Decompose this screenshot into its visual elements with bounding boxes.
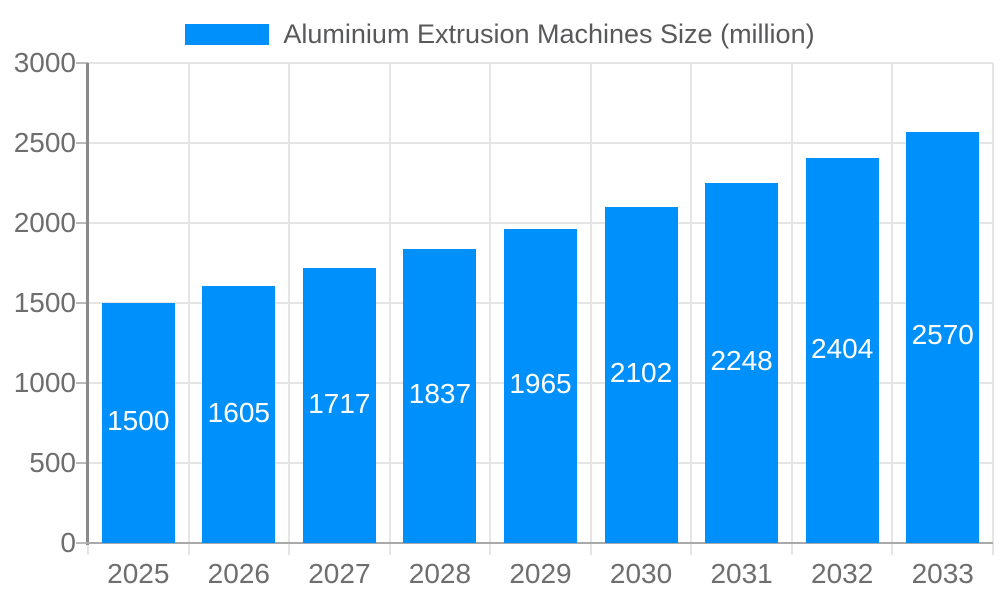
bar-value-label-2030: 2102 xyxy=(609,356,673,388)
gridline-v-4 xyxy=(489,63,492,543)
bar-value-label-2025: 1500 xyxy=(107,405,170,436)
x-tick-label-2032: 2032 xyxy=(811,558,874,589)
bar-2027[interactable] xyxy=(302,268,376,543)
x-axis-line xyxy=(86,542,993,544)
y-axis-line xyxy=(86,63,89,545)
x-axis-tick-7 xyxy=(790,543,793,555)
bar-2030[interactable] xyxy=(604,206,678,543)
y-axis-tick-3000 xyxy=(76,62,88,64)
legend-label: Aluminium Extrusion Machines Size (milli… xyxy=(283,19,815,49)
bar-2026[interactable] xyxy=(202,286,276,543)
bar-value-label-2027: 1717 xyxy=(308,387,371,419)
legend-swatch-icon xyxy=(185,23,270,45)
gridline-v-5 xyxy=(589,63,592,543)
gridline-h-3000 xyxy=(88,62,993,64)
gridline-v-9 xyxy=(992,63,994,543)
gridline-v-3 xyxy=(388,63,391,543)
bar-2033[interactable] xyxy=(906,131,980,543)
x-tick-label-2033: 2033 xyxy=(911,558,974,589)
y-axis-tick-500 xyxy=(76,462,88,464)
gridline-h-2000 xyxy=(88,222,993,224)
x-tick-label-2025: 2025 xyxy=(107,558,170,589)
x-axis-tick-8 xyxy=(891,543,894,555)
bar-2032[interactable] xyxy=(805,158,879,543)
x-axis-tick-5 xyxy=(589,543,592,555)
x-axis-tick-6 xyxy=(690,543,693,555)
y-axis-tick-2500 xyxy=(76,142,88,144)
bar-value-label-2029: 1965 xyxy=(509,367,572,399)
gridline-h-2500 xyxy=(88,142,993,144)
x-tick-label-2027: 2027 xyxy=(308,558,371,589)
bar-value-label-2032: 2404 xyxy=(811,332,874,364)
x-tick-label-2028: 2028 xyxy=(408,558,472,589)
gridline-v-7 xyxy=(790,63,793,543)
y-axis-tick-1500 xyxy=(76,302,88,304)
x-axis-tick-9 xyxy=(992,543,994,555)
gridline-v-2 xyxy=(288,63,291,543)
gridline-v-8 xyxy=(891,63,894,543)
x-axis-tick-3 xyxy=(388,543,391,555)
gridline-v-1 xyxy=(187,63,190,543)
bar-value-label-2031: 2248 xyxy=(710,345,773,377)
bar-2028[interactable] xyxy=(403,249,477,543)
y-axis-tick-2000 xyxy=(76,222,88,224)
bar-value-label-2033: 2570 xyxy=(911,319,974,351)
bar-2025[interactable] xyxy=(101,303,175,543)
y-tick-label-1500: 1500 xyxy=(13,287,76,318)
y-axis-tick-1000 xyxy=(76,382,88,384)
bar-2029[interactable] xyxy=(504,228,577,543)
y-tick-label-500: 500 xyxy=(29,447,76,478)
bar-value-label-2026: 1605 xyxy=(207,396,270,428)
x-tick-label-2031: 2031 xyxy=(710,558,773,589)
y-axis-tick-0 xyxy=(76,542,88,544)
x-tick-label-2030: 2030 xyxy=(609,558,673,589)
y-tick-label-0: 0 xyxy=(60,527,76,558)
legend-item[interactable]: Aluminium Extrusion Machines Size (milli… xyxy=(0,18,1000,50)
x-tick-label-2029: 2029 xyxy=(509,558,572,589)
x-tick-label-2026: 2026 xyxy=(207,558,270,589)
x-axis-tick-1 xyxy=(187,543,190,555)
bar-2031[interactable] xyxy=(705,183,779,543)
gridline-v-6 xyxy=(690,63,693,543)
y-tick-label-2000: 2000 xyxy=(13,207,76,238)
y-tick-label-2500: 2500 xyxy=(13,127,76,158)
bar-value-label-2028: 1837 xyxy=(408,378,472,410)
x-axis-tick-2 xyxy=(288,543,291,555)
y-tick-label-1000: 1000 xyxy=(13,367,76,398)
x-axis-tick-4 xyxy=(489,543,492,555)
x-axis-tick-0 xyxy=(87,543,89,555)
y-tick-label-3000: 3000 xyxy=(13,47,76,78)
